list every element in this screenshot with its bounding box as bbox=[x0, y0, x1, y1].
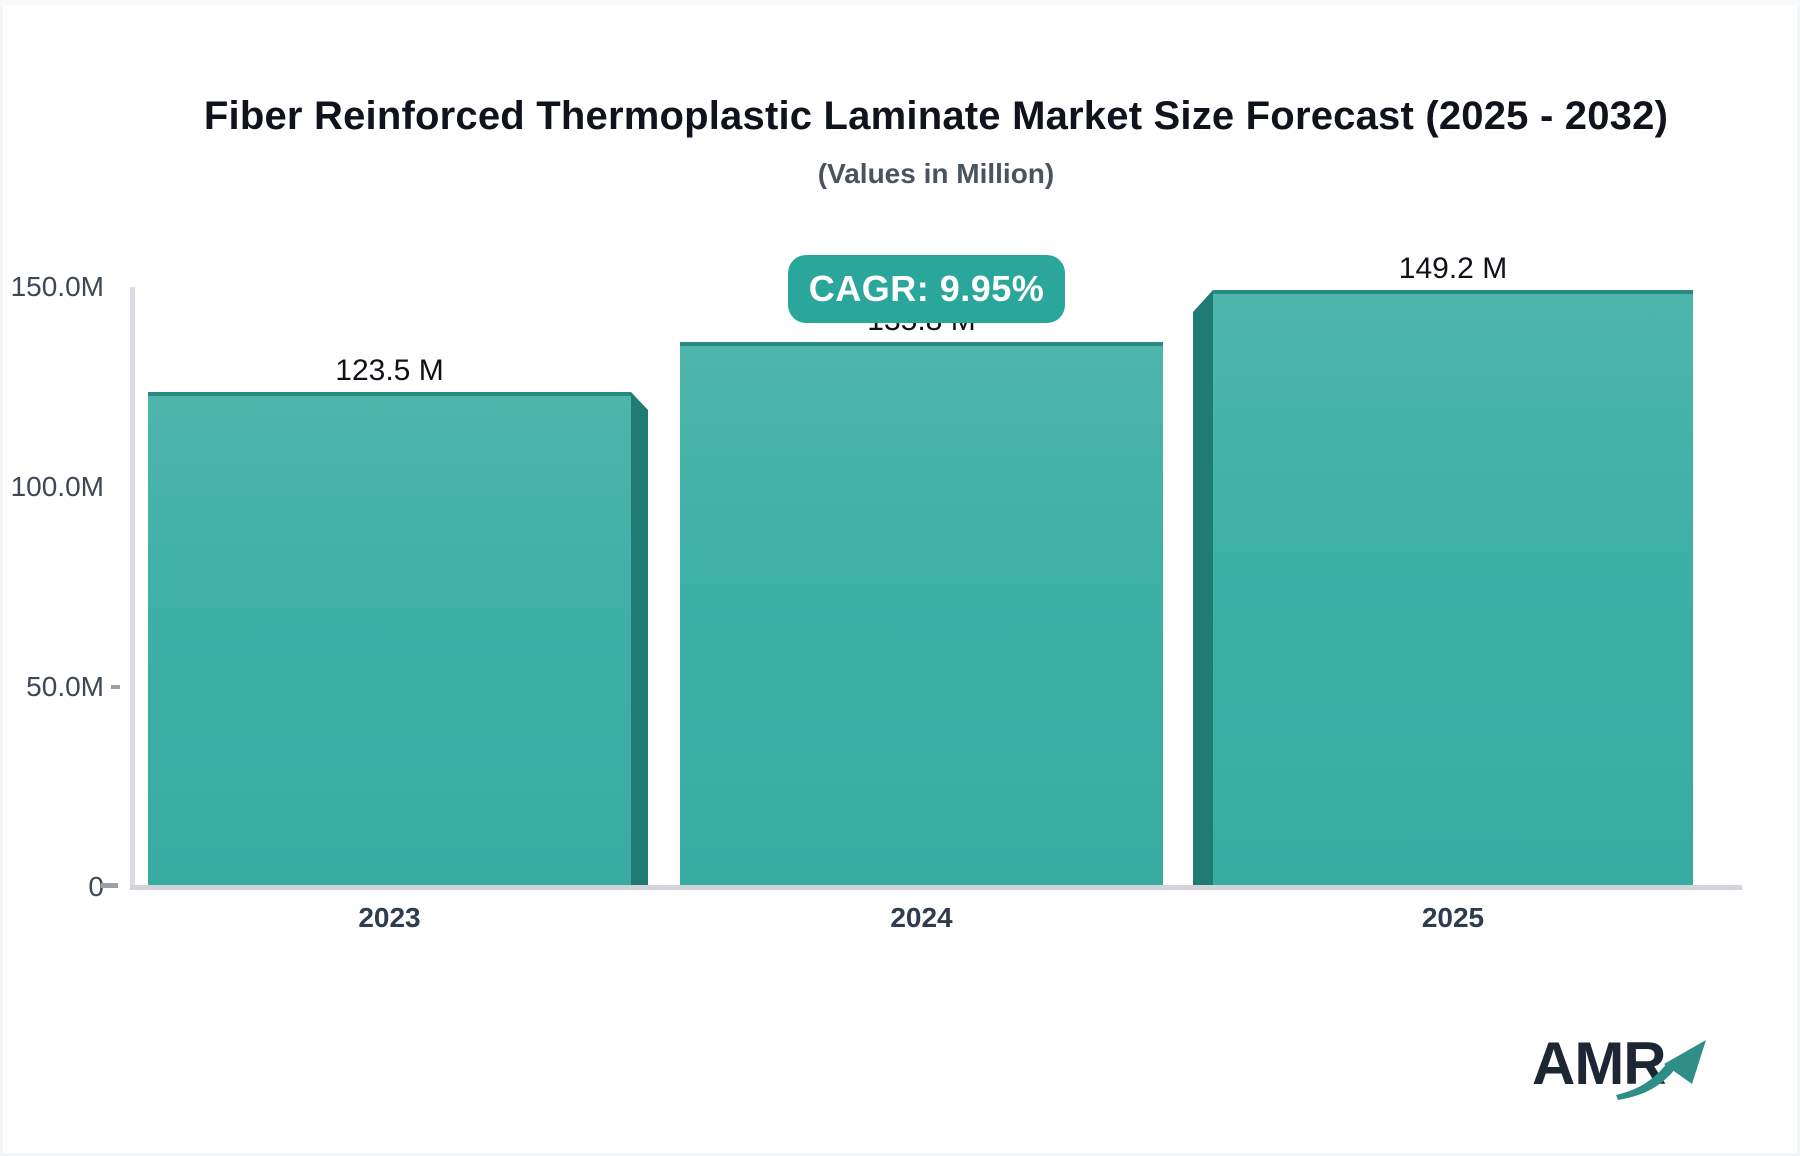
bar-2023 bbox=[148, 392, 631, 887]
x-axis-line bbox=[130, 885, 1742, 890]
y-tick-label-0: 0 bbox=[88, 871, 104, 902]
chart-title: Fiber Reinforced Thermoplastic Laminate … bbox=[203, 94, 1669, 138]
bar-2025-side-flap bbox=[1193, 290, 1213, 887]
bar-2024 bbox=[680, 342, 1163, 887]
page-top-strip bbox=[0, 0, 1800, 5]
bar-value-label-2025: 149.2 M bbox=[1398, 252, 1508, 285]
bar-2023-side-flap bbox=[631, 392, 648, 887]
y-tick-mark-0 bbox=[101, 883, 118, 888]
cagr-badge-label: CAGR: 9.95% bbox=[808, 268, 1045, 309]
bar-value-label-2023: 123.5 M bbox=[335, 354, 444, 387]
y-tick-label-50m: 50.0M bbox=[26, 671, 104, 702]
y-tick-label-100m: 100.0M bbox=[10, 471, 104, 502]
y-axis-line bbox=[130, 287, 135, 888]
amr-logo-arrow-icon bbox=[1616, 1040, 1706, 1100]
amr-logo: AMR bbox=[1532, 1032, 1712, 1112]
bar-2025 bbox=[1213, 290, 1693, 887]
x-tick-label-2025: 2025 bbox=[1421, 902, 1485, 933]
y-tick-mark-50m bbox=[111, 685, 120, 689]
x-tick-label-2023: 2023 bbox=[358, 902, 421, 933]
cagr-badge: CAGR: 9.95% bbox=[788, 255, 1065, 323]
x-tick-label-2024: 2024 bbox=[890, 902, 953, 933]
chart-subtitle: (Values in Million) bbox=[817, 158, 1055, 189]
y-tick-label-150m: 150.0M bbox=[10, 271, 104, 302]
